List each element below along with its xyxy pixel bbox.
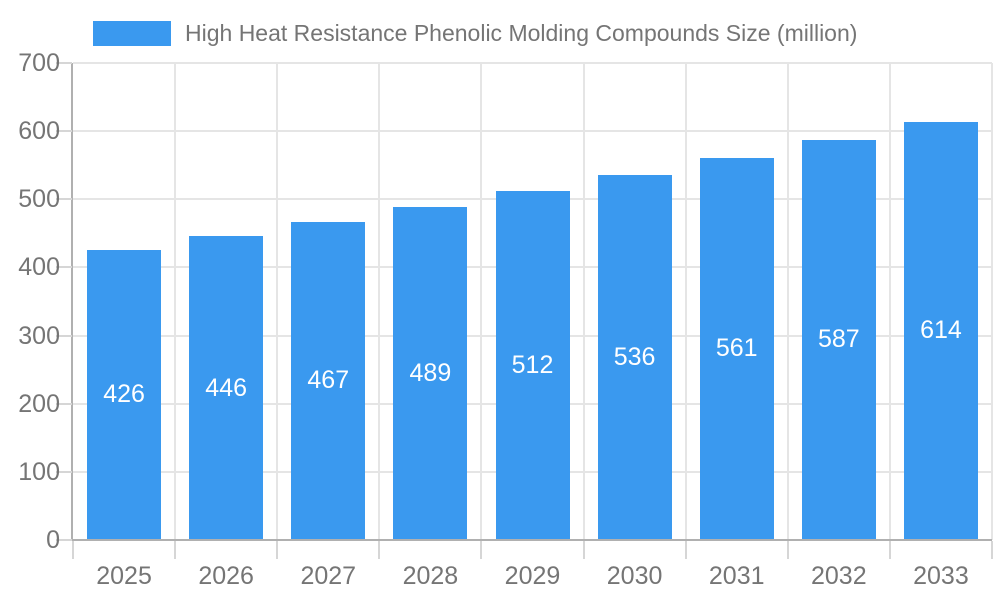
x-axis-tick-label: 2025 — [96, 562, 152, 590]
gridline-vertical — [174, 63, 177, 540]
x-axis-tick — [888, 541, 891, 559]
x-axis-tick-label: 2031 — [708, 562, 765, 590]
y-axis-tick-label: 300 — [18, 321, 60, 350]
x-axis-tick-label: 2029 — [504, 562, 561, 590]
gridline-vertical — [991, 63, 993, 540]
y-axis-tick — [56, 539, 72, 541]
y-axis-tick-label: 700 — [18, 49, 60, 77]
y-axis-tick-label: 100 — [18, 457, 60, 486]
y-axis-tick-label: 600 — [18, 117, 60, 146]
bar: 489 — [393, 206, 468, 540]
bar-value-label: 467 — [307, 366, 350, 395]
y-axis-tick — [56, 266, 72, 269]
bar-value-label: 561 — [715, 334, 758, 363]
x-axis-tick — [991, 541, 993, 559]
y-axis-tick — [56, 470, 72, 473]
y-axis-tick — [56, 402, 72, 405]
bar: 561 — [699, 157, 774, 540]
x-axis-tick-label: 2032 — [811, 562, 867, 590]
bar-value-label: 426 — [103, 380, 145, 409]
x-axis-tick-label: 2033 — [913, 562, 969, 590]
gridline-horizontal — [73, 130, 992, 133]
x-axis-tick — [582, 541, 585, 559]
x-axis-tick — [480, 541, 483, 559]
bar: 512 — [495, 191, 570, 540]
y-axis-tick — [56, 198, 72, 201]
x-axis-tick — [276, 541, 279, 559]
bar: 467 — [291, 221, 366, 540]
bar: 446 — [189, 236, 264, 540]
bar: 536 — [597, 174, 672, 540]
gridline-vertical — [888, 63, 891, 540]
bar: 426 — [87, 249, 162, 540]
x-axis-line — [71, 539, 992, 541]
bar: 587 — [801, 140, 876, 540]
bar-value-label: 614 — [920, 316, 962, 345]
x-axis-tick — [174, 541, 177, 559]
x-axis-tick-label: 2030 — [606, 562, 663, 590]
x-axis-tick-label: 2028 — [402, 562, 459, 590]
bar: 614 — [903, 121, 978, 540]
bar-value-label: 512 — [511, 351, 554, 380]
gridline-vertical — [786, 63, 789, 540]
gridline-horizontal — [73, 62, 992, 64]
y-axis-tick-label: 200 — [18, 389, 60, 418]
legend-label: High Heat Resistance Phenolic Molding Co… — [185, 20, 858, 46]
gridline-vertical — [480, 63, 483, 540]
x-axis-tick — [378, 541, 381, 559]
y-axis-tick-label: 0 — [46, 526, 60, 554]
x-axis-tick-label: 2026 — [198, 562, 254, 590]
bar-value-label: 587 — [817, 325, 860, 354]
gridline-vertical — [276, 63, 279, 540]
plot-area: 426 446 467 489 512 536 561 587 614 — [73, 62, 993, 540]
y-axis-tick-label: 500 — [18, 185, 60, 214]
x-axis-tick-label: 2027 — [300, 562, 357, 590]
bar-value-label: 446 — [205, 373, 248, 402]
legend-swatch — [93, 21, 171, 46]
y-axis-tick — [56, 334, 72, 337]
x-axis-tick — [786, 541, 789, 559]
x-axis-tick — [72, 541, 74, 559]
y-axis-line — [71, 63, 73, 541]
gridline-vertical — [684, 63, 687, 540]
gridline-vertical — [378, 63, 381, 540]
y-axis-tick — [56, 62, 72, 64]
y-axis-tick-label: 400 — [18, 253, 60, 282]
bar-value-label: 536 — [613, 342, 656, 371]
y-axis-tick — [56, 130, 72, 133]
gridline-vertical — [582, 63, 585, 540]
bar-value-label: 489 — [409, 358, 452, 387]
x-axis-tick — [684, 541, 687, 559]
legend: High Heat Resistance Phenolic Molding Co… — [93, 20, 857, 47]
